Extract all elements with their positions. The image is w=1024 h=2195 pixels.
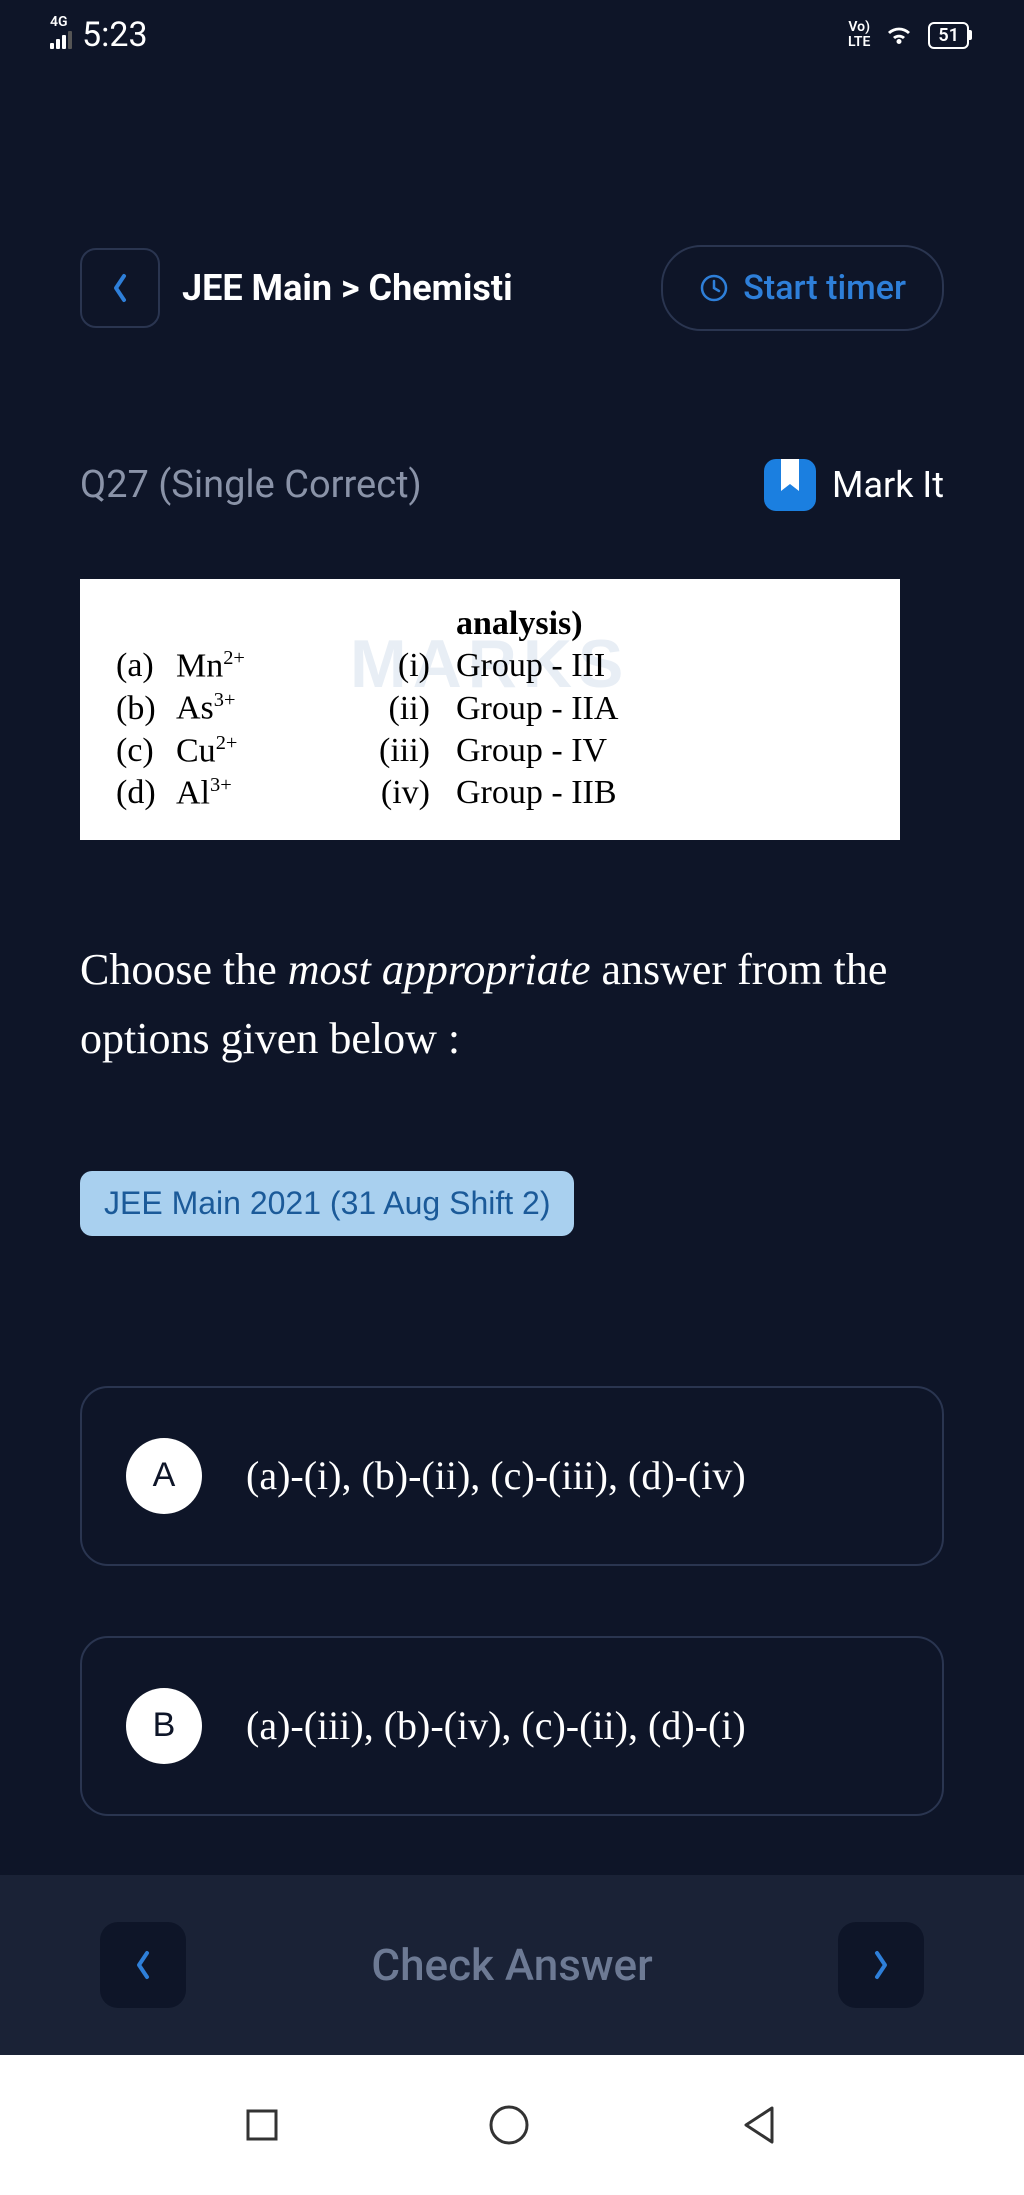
- timer-label: Start timer: [743, 268, 906, 308]
- option-badge: B: [126, 1688, 202, 1764]
- mark-label: Mark It: [832, 464, 944, 506]
- recent-apps-button[interactable]: [242, 2105, 282, 2145]
- prompt-pre: Choose the: [80, 945, 288, 994]
- exam-tag: JEE Main 2021 (31 Aug Shift 2): [80, 1171, 574, 1236]
- battery-indicator: 51: [928, 22, 969, 49]
- option-b[interactable]: B (a)-(iii), (b)-(iv), (c)-(ii), (d)-(i): [80, 1636, 944, 1816]
- status-left: 4G 5:23: [50, 15, 148, 55]
- table-row: (a)Mn2+(i)Group - III: [110, 645, 870, 687]
- sys-back-button[interactable]: [736, 2102, 782, 2148]
- table-header: analysis): [450, 603, 870, 645]
- bookmark-icon: [764, 459, 816, 511]
- home-button[interactable]: [486, 2102, 532, 2148]
- option-a[interactable]: A (a)-(i), (b)-(ii), (c)-(iii), (d)-(iv): [80, 1386, 944, 1566]
- table-row: (c)Cu2+(iii)Group - IV: [110, 730, 870, 772]
- status-bar: 4G 5:23 Vo)LTE 51: [0, 0, 1024, 70]
- footer-bar: Check Answer: [0, 1875, 1024, 2055]
- breadcrumb: JEE Main > Chemisti: [182, 267, 513, 309]
- wifi-icon: [884, 23, 914, 47]
- network-indicator: 4G: [50, 15, 72, 49]
- system-nav: [0, 2055, 1024, 2195]
- app-header: JEE Main > Chemisti Start timer: [80, 245, 944, 331]
- option-text: (a)-(iii), (b)-(iv), (c)-(ii), (d)-(i): [246, 1694, 746, 1758]
- network-label: 4G: [50, 15, 72, 29]
- signal-bars-icon: [50, 31, 72, 49]
- table-row: (b)As3+(ii)Group - IIA: [110, 687, 870, 729]
- prompt-ital: most appropriate: [288, 945, 591, 994]
- start-timer-button[interactable]: Start timer: [661, 245, 944, 331]
- question-header: Q27 (Single Correct) Mark It: [80, 459, 944, 511]
- table-row: (d)Al3+(iv)Group - IIB: [110, 772, 870, 814]
- question-number: Q27 (Single Correct): [80, 463, 422, 507]
- clock: 5:23: [82, 15, 148, 55]
- check-answer-button[interactable]: Check Answer: [371, 1939, 652, 1991]
- question-image: MARKS analysis) (a)Mn2+(i)Group - III(b)…: [80, 579, 900, 840]
- back-button[interactable]: [80, 248, 160, 328]
- options-list: A (a)-(i), (b)-(ii), (c)-(iii), (d)-(iv) B…: [80, 1386, 944, 1816]
- volte-label: Vo)LTE: [848, 20, 870, 51]
- question-prompt: Choose the most appropriate answer from …: [80, 936, 944, 1072]
- option-text: (a)-(i), (b)-(ii), (c)-(iii), (d)-(iv): [246, 1444, 746, 1508]
- option-badge: A: [126, 1438, 202, 1514]
- status-right: Vo)LTE 51: [848, 20, 969, 51]
- mark-button[interactable]: Mark It: [764, 459, 944, 511]
- next-question-button[interactable]: [838, 1922, 924, 2008]
- prev-question-button[interactable]: [100, 1922, 186, 2008]
- match-table: analysis) (a)Mn2+(i)Group - III(b)As3+(i…: [110, 603, 870, 814]
